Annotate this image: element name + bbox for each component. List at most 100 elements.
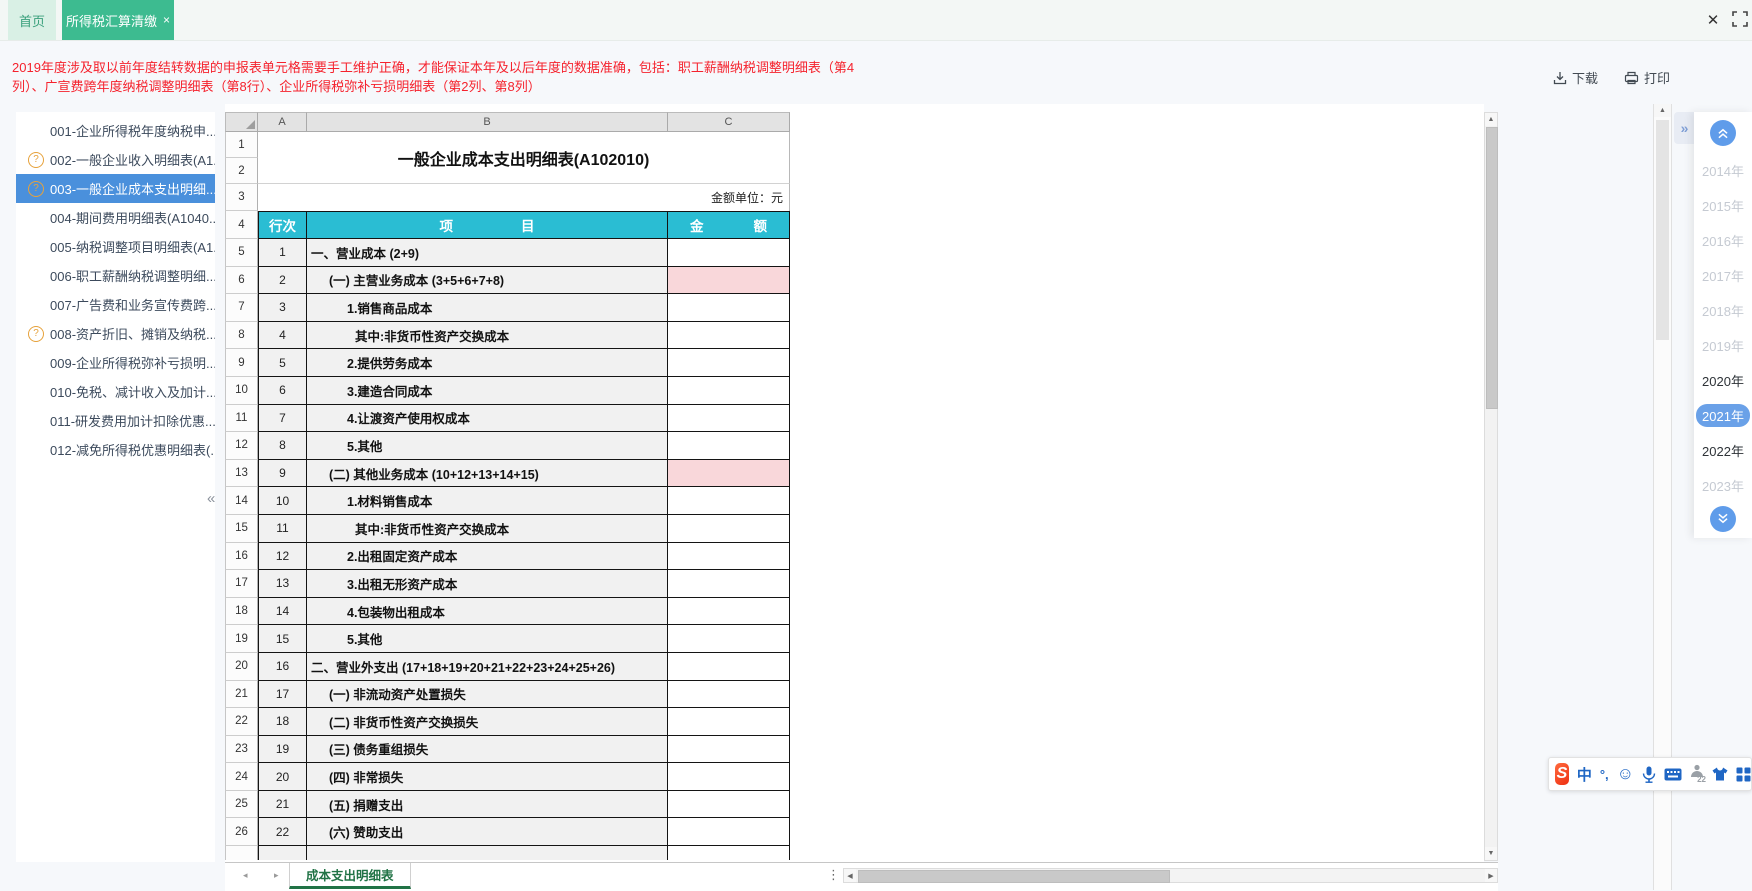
line-no-cell[interactable]: 17 [258, 680, 307, 709]
scroll-right-icon[interactable]: ▶ [1485, 869, 1497, 882]
row-number-cell[interactable]: 25 [225, 790, 258, 819]
item-cell[interactable]: (五) 捐赠支出 [307, 790, 668, 819]
print-button[interactable]: 打印 [1624, 68, 1670, 87]
sidebar-item-007[interactable]: 007-广告费和业务宣传费跨... [16, 290, 215, 319]
line-no-cell[interactable]: 6 [258, 376, 307, 405]
column-header-a[interactable]: A [258, 112, 307, 132]
row-number-cell[interactable]: 1 [225, 132, 258, 158]
sheet-tab-cost-detail[interactable]: 成本支出明细表 [289, 863, 411, 889]
ime-chinese-mode[interactable]: 中 [1576, 766, 1592, 784]
more-dots-icon[interactable]: ⋮ [827, 867, 840, 882]
page-vscroll-thumb[interactable] [1656, 120, 1669, 340]
item-cell[interactable]: (二) 非货币性资产交换损失 [307, 708, 668, 736]
sidebar-item-001[interactable]: 001-企业所得税年度纳税申... [16, 116, 215, 145]
amount-cell[interactable] [668, 680, 790, 709]
header-amount[interactable]: 金 额 [668, 211, 790, 239]
sidebar-item-010[interactable]: 010-免税、减计收入及加计... [16, 377, 215, 406]
item-cell[interactable]: 4.让渡资产使用权成本 [307, 404, 668, 433]
amount-cell[interactable] [668, 570, 790, 598]
amount-cell[interactable] [668, 818, 790, 847]
item-cell[interactable]: 一、营业成本 (2+9) [307, 239, 668, 267]
line-no-cell[interactable]: 7 [258, 404, 307, 433]
row-number-cell[interactable]: 2 [225, 158, 258, 184]
item-cell[interactable]: 3.出租无形资产成本 [307, 570, 668, 598]
item-cell[interactable]: (二) 其他业务成本 (10+12+13+14+15) [307, 459, 668, 488]
sidebar-item-008[interactable]: ? 008-资产折旧、摊销及纳税... [16, 319, 215, 348]
column-header-b[interactable]: B [307, 112, 668, 132]
row-number-cell[interactable]: 16 [225, 542, 258, 571]
item-cell[interactable]: 1.销售商品成本 [307, 294, 668, 322]
amount-cell[interactable] [668, 514, 790, 543]
item-cell[interactable]: 1.材料销售成本 [307, 487, 668, 515]
row-number-cell[interactable] [225, 846, 258, 861]
sidebar-item-003[interactable]: ? 003-一般企业成本支出明细... [16, 174, 215, 203]
amount-cell[interactable] [668, 459, 790, 488]
line-no-cell[interactable]: 18 [258, 708, 307, 736]
amount-cell[interactable] [668, 763, 790, 791]
sidebar-item-005[interactable]: 005-纳税调整项目明细表(A1... [16, 232, 215, 261]
row-number-cell[interactable]: 6 [225, 266, 258, 295]
item-cell[interactable]: 二、营业外支出 (17+18+19+20+21+22+23+24+25+26) [307, 652, 668, 681]
sidebar-item-006[interactable]: 006-职工薪酬纳税调整明细... [16, 261, 215, 290]
row-number-cell[interactable]: 12 [225, 432, 258, 460]
row-number-cell[interactable]: 13 [225, 459, 258, 488]
row-number-cell[interactable]: 10 [225, 376, 258, 405]
item-cell[interactable]: 3.建造合同成本 [307, 376, 668, 405]
year-item-2023[interactable]: 2023年 [1694, 473, 1752, 497]
item-cell[interactable]: 4.包装物出租成本 [307, 597, 668, 626]
sidebar-item-004[interactable]: 004-期间费用明细表(A1040... [16, 203, 215, 232]
line-no-cell[interactable]: 16 [258, 652, 307, 681]
row-number-cell[interactable]: 26 [225, 818, 258, 847]
row-number-cell[interactable]: 7 [225, 294, 258, 322]
item-cell[interactable]: (六) 赞助支出 [307, 818, 668, 847]
line-no-cell[interactable]: 4 [258, 321, 307, 350]
sogou-logo-icon[interactable]: S [1555, 763, 1569, 785]
scroll-up-icon[interactable]: ▲ [1485, 113, 1497, 126]
ime-punctuation-mode[interactable]: °, [1599, 766, 1609, 782]
toolbox-icon[interactable] [1736, 767, 1751, 782]
row-number-cell[interactable]: 9 [225, 349, 258, 377]
years-panel-collapse-icon[interactable]: » [1674, 112, 1695, 144]
line-no-cell[interactable]: 3 [258, 294, 307, 322]
item-cell[interactable]: (一) 主营业务成本 (3+5+6+7+8) [307, 266, 668, 295]
line-no-cell[interactable]: 15 [258, 625, 307, 653]
tab-close-icon[interactable]: × [163, 13, 171, 27]
row-number-cell[interactable]: 22 [225, 708, 258, 736]
amount-cell[interactable] [668, 625, 790, 653]
year-item-2018[interactable]: 2018年 [1694, 298, 1752, 322]
year-item-2020[interactable]: 2020年 [1694, 368, 1752, 392]
line-no-cell[interactable]: 12 [258, 542, 307, 571]
amount-cell[interactable] [668, 432, 790, 460]
close-icon[interactable]: ✕ [1706, 12, 1720, 29]
sidebar-item-012[interactable]: 012-减免所得税优惠明细表(... [16, 435, 215, 464]
row-number-cell[interactable]: 24 [225, 763, 258, 791]
line-no-cell[interactable]: 21 [258, 790, 307, 819]
amount-cell[interactable] [668, 349, 790, 377]
amount-cell[interactable] [668, 652, 790, 681]
item-cell[interactable]: 5.其他 [307, 432, 668, 460]
sheet-title[interactable]: 一般企业成本支出明细表(A102010) [258, 132, 790, 184]
amount-cell[interactable] [668, 239, 790, 267]
tab-home[interactable]: 首页 [8, 0, 56, 40]
line-no-cell[interactable]: 13 [258, 570, 307, 598]
row-number-cell[interactable]: 8 [225, 321, 258, 350]
item-cell[interactable]: 其中:非货币性资产交换成本 [307, 321, 668, 350]
amount-cell[interactable] [668, 266, 790, 295]
horizontal-scrollbar[interactable]: ◀ ▶ [843, 868, 1498, 883]
amount-cell[interactable] [668, 708, 790, 736]
item-cell[interactable]: (四) 非常损失 [307, 763, 668, 791]
sidebar-item-011[interactable]: 011-研发费用加计扣除优惠... [16, 406, 215, 435]
line-no-cell[interactable]: 11 [258, 514, 307, 543]
download-button[interactable]: 下载 [1553, 68, 1598, 87]
line-no-cell[interactable]: 8 [258, 432, 307, 460]
year-item-2022[interactable]: 2022年 [1694, 438, 1752, 462]
grid-vscroll-thumb[interactable] [1486, 127, 1498, 409]
amount-cell[interactable] [668, 597, 790, 626]
row-number-cell[interactable]: 23 [225, 735, 258, 764]
line-no-cell[interactable]: 5 [258, 349, 307, 377]
sidebar-item-009[interactable]: 009-企业所得税弥补亏损明... [16, 348, 215, 377]
item-cell[interactable]: 5.其他 [307, 625, 668, 653]
row-number-cell[interactable]: 19 [225, 625, 258, 653]
row-number-cell[interactable]: 11 [225, 404, 258, 433]
line-no-cell[interactable]: 2 [258, 266, 307, 295]
